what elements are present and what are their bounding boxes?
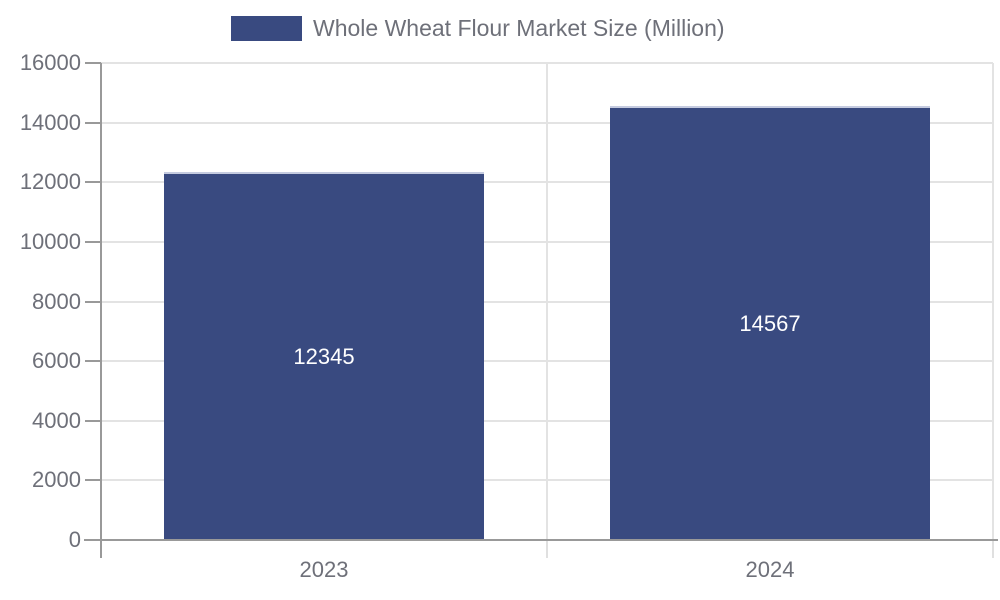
y-axis-tick <box>85 479 101 481</box>
bar-2023[interactable]: 12345 <box>164 172 484 540</box>
y-axis-tick-label: 16000 <box>19 50 81 75</box>
x-gridline <box>546 63 548 540</box>
y-axis-tick <box>85 181 101 183</box>
x-axis-tick-label: 2024 <box>745 557 795 582</box>
x-axis-tick <box>992 540 994 558</box>
y-axis-tick <box>85 301 101 303</box>
bar-value-label: 12345 <box>293 344 355 369</box>
y-axis-tick <box>85 122 101 124</box>
bar-2024[interactable]: 14567 <box>610 106 930 540</box>
y-axis-tick-label: 14000 <box>19 110 81 135</box>
y-axis-tick-label: 2000 <box>32 467 81 492</box>
legend-label: Whole Wheat Flour Market Size (Million) <box>313 15 725 41</box>
y-axis-tick <box>85 62 101 64</box>
x-axis-tick <box>100 540 102 558</box>
legend[interactable]: Whole Wheat Flour Market Size (Million) <box>231 15 725 42</box>
y-axis-tick-label: 4000 <box>32 408 81 433</box>
bar-value-label: 14567 <box>739 311 801 336</box>
y-axis-tick <box>85 420 101 422</box>
y-axis-tick-label: 12000 <box>19 169 81 194</box>
y-axis-tick-label: 0 <box>68 527 81 552</box>
y-axis-line <box>100 63 102 540</box>
y-axis-tick <box>85 241 101 243</box>
y-axis-tick-label: 10000 <box>19 229 81 254</box>
x-axis-tick-label: 2023 <box>299 557 349 582</box>
x-gridline <box>992 63 994 540</box>
x-axis-line <box>84 539 998 541</box>
y-axis-tick <box>85 360 101 362</box>
legend-swatch-icon <box>231 16 302 41</box>
y-axis-tick-label: 8000 <box>32 289 81 314</box>
y-axis-tick-label: 6000 <box>32 348 81 373</box>
x-axis-tick <box>546 540 548 558</box>
